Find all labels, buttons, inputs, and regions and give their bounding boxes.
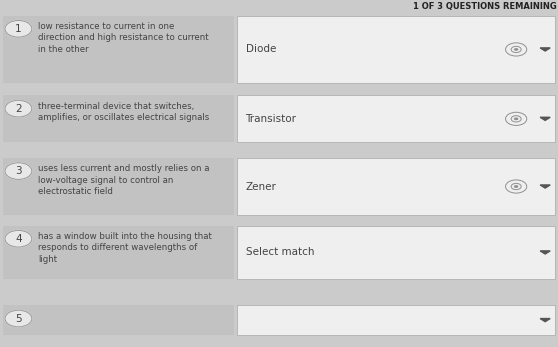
Text: 4: 4 bbox=[15, 234, 22, 244]
Circle shape bbox=[5, 163, 32, 179]
Polygon shape bbox=[540, 185, 550, 188]
Text: uses less current and mostly relies on a
low-voltage signal to control an
electr: uses less current and mostly relies on a… bbox=[38, 164, 209, 196]
Text: 3: 3 bbox=[15, 166, 22, 176]
Circle shape bbox=[5, 20, 32, 37]
Text: low resistance to current in one
direction and high resistance to current
in the: low resistance to current in one directi… bbox=[38, 22, 209, 54]
Circle shape bbox=[5, 100, 32, 117]
Text: 2: 2 bbox=[15, 104, 22, 113]
Circle shape bbox=[5, 310, 32, 327]
Polygon shape bbox=[540, 251, 550, 254]
Circle shape bbox=[514, 117, 518, 120]
Text: 1: 1 bbox=[15, 24, 22, 34]
Text: three-terminal device that switches,
amplifies, or oscillates electrical signals: three-terminal device that switches, amp… bbox=[38, 102, 209, 122]
Polygon shape bbox=[540, 319, 550, 322]
Circle shape bbox=[514, 48, 518, 51]
FancyBboxPatch shape bbox=[3, 95, 234, 142]
FancyBboxPatch shape bbox=[237, 226, 555, 279]
Text: has a window built into the housing that
responds to different wavelengths of
li: has a window built into the housing that… bbox=[38, 232, 212, 264]
FancyBboxPatch shape bbox=[237, 95, 555, 142]
Text: Select match: Select match bbox=[246, 247, 314, 257]
Text: Diode: Diode bbox=[246, 44, 276, 54]
Text: 5: 5 bbox=[15, 314, 22, 323]
Polygon shape bbox=[540, 117, 550, 120]
FancyBboxPatch shape bbox=[3, 158, 234, 215]
FancyBboxPatch shape bbox=[237, 305, 555, 335]
Text: 1 OF 3 QUESTIONS REMAINING: 1 OF 3 QUESTIONS REMAINING bbox=[413, 2, 557, 11]
Circle shape bbox=[5, 230, 32, 247]
FancyBboxPatch shape bbox=[3, 305, 234, 335]
Text: Zener: Zener bbox=[246, 181, 276, 192]
Text: Transistor: Transistor bbox=[246, 114, 296, 124]
FancyBboxPatch shape bbox=[3, 16, 234, 83]
Polygon shape bbox=[540, 48, 550, 51]
FancyBboxPatch shape bbox=[237, 16, 555, 83]
FancyBboxPatch shape bbox=[237, 158, 555, 215]
Circle shape bbox=[514, 185, 518, 188]
FancyBboxPatch shape bbox=[3, 226, 234, 279]
